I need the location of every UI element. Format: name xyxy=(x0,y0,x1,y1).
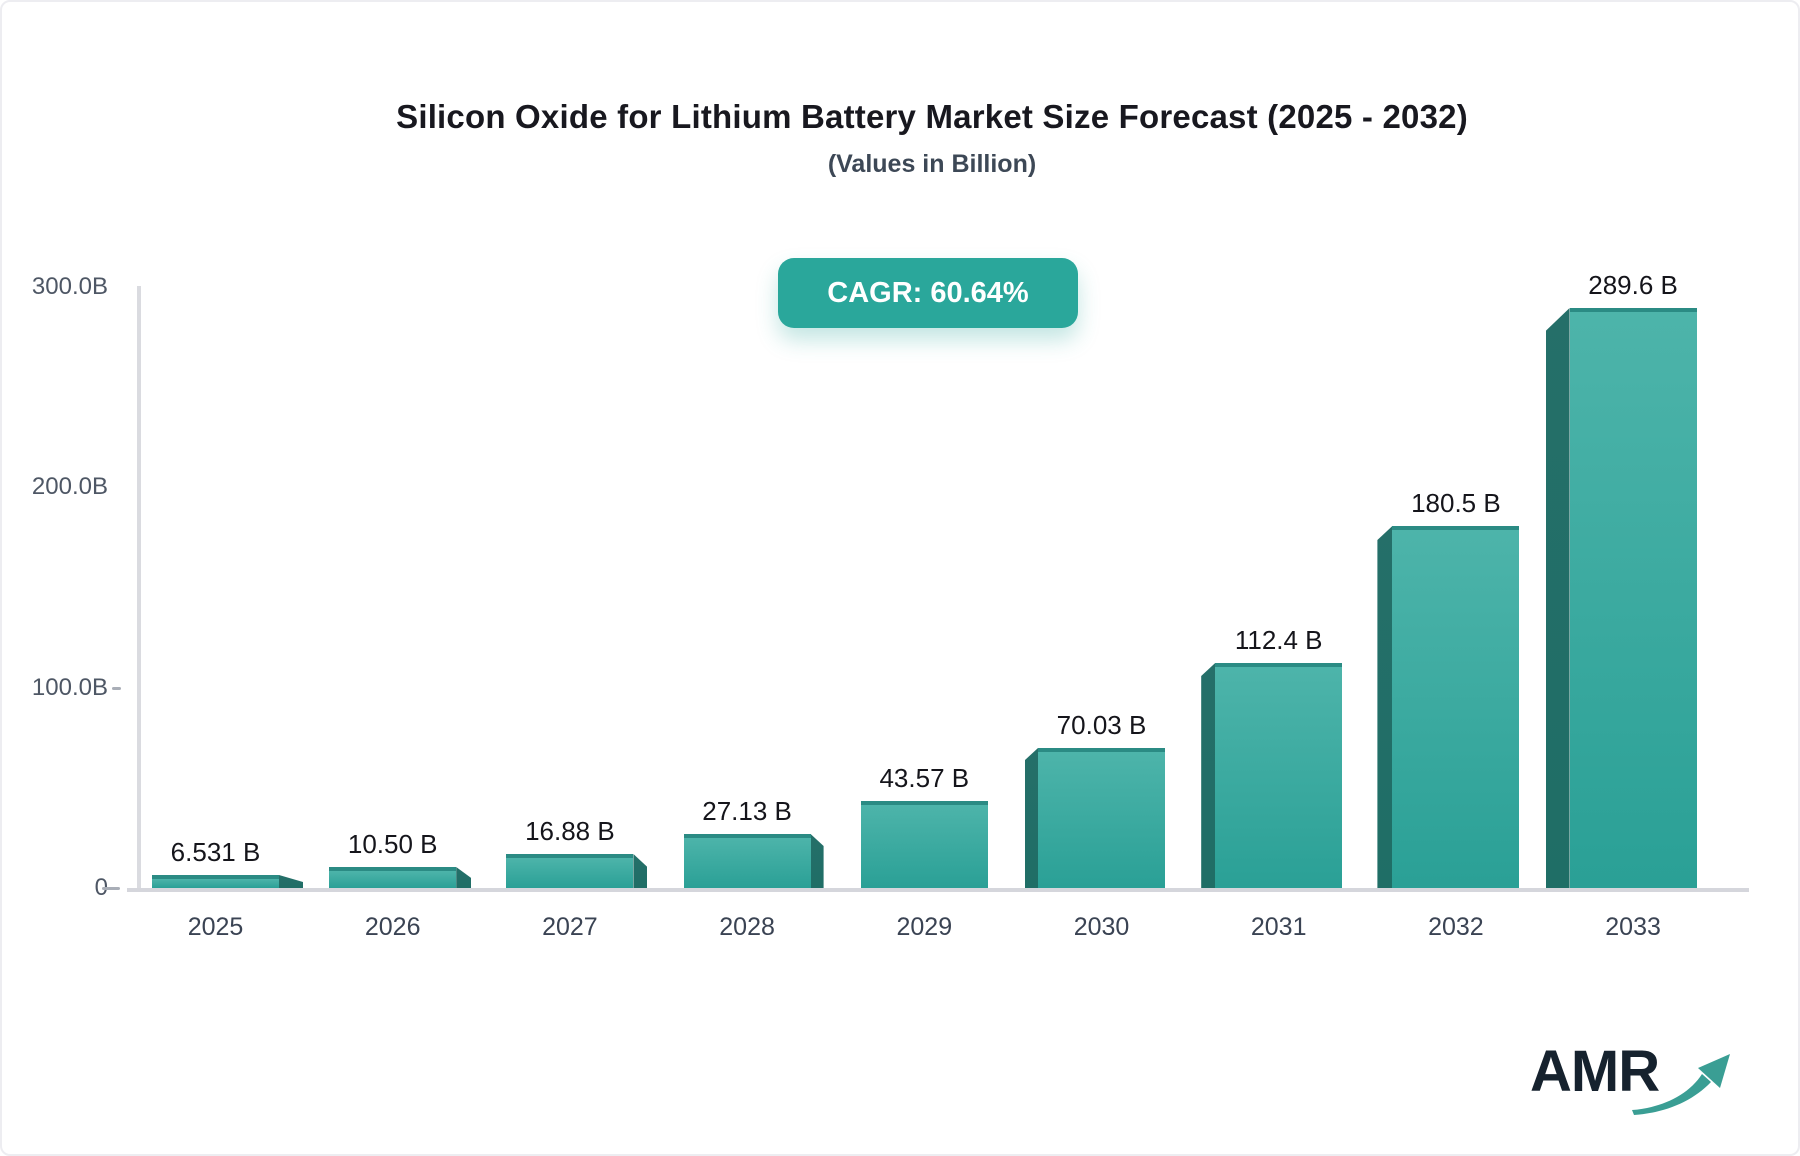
x-tick-label: 2031 xyxy=(1250,913,1307,941)
bar-side-2031 xyxy=(1201,663,1216,888)
bar-value-label: 289.6 B xyxy=(1588,270,1678,300)
amr-logo: AMR xyxy=(1530,1036,1740,1116)
bar-2025 xyxy=(152,875,279,888)
x-tick-label: 2033 xyxy=(1605,913,1661,941)
bar-side-2025 xyxy=(279,875,303,888)
x-axis-baseline xyxy=(127,888,1749,892)
x-tick-label: 2027 xyxy=(542,913,598,941)
x-tick-label: 2029 xyxy=(896,913,953,941)
bar-value-label: 70.03 B xyxy=(1056,710,1147,740)
chart-title: Silicon Oxide for Lithium Battery Market… xyxy=(396,98,1468,135)
bar-side-2028 xyxy=(810,834,824,888)
bar-2030 xyxy=(1038,748,1165,888)
y-axis-line xyxy=(137,286,141,890)
bar-2031 xyxy=(1215,663,1343,888)
y-tick-label: 300.0B xyxy=(31,273,108,300)
amr-logo-arrow-icon xyxy=(1632,1054,1730,1115)
bar-value-label: 10.50 B xyxy=(347,829,438,859)
bar-2033 xyxy=(1569,308,1697,888)
bar-value-label: 6.531 B xyxy=(170,837,261,867)
x-tick-label: 2026 xyxy=(364,913,421,941)
amr-logo-text: AMR xyxy=(1530,1039,1660,1104)
y-tick-mark xyxy=(112,686,121,690)
x-tick-label: 2032 xyxy=(1428,913,1484,941)
y-tick-label: 0 xyxy=(8,873,108,903)
cagr-badge-label: CAGR: 60.64% xyxy=(827,276,1029,309)
cagr-badge: CAGR: 60.64% xyxy=(778,258,1078,328)
bar-side-2026 xyxy=(456,867,472,888)
bar-2028 xyxy=(683,834,811,888)
chart-subtitle: (Values in Billion) xyxy=(827,150,1037,178)
bar-side-2027 xyxy=(633,854,648,888)
y-tick-label: 100.0B xyxy=(31,673,108,701)
bar-side-2030 xyxy=(1025,748,1038,888)
bar-side-2033 xyxy=(1545,308,1570,888)
bar-side-2032 xyxy=(1377,526,1393,888)
bar-value-label: 180.5 B xyxy=(1411,488,1501,518)
bar-2029 xyxy=(860,801,988,888)
x-tick-label: 2025 xyxy=(187,913,244,941)
bar-value-label: 43.57 B xyxy=(879,763,970,793)
bar-2032 xyxy=(1392,526,1520,888)
chart-header: Silicon Oxide for Lithium Battery Market… xyxy=(32,98,1798,179)
y-tick-mark xyxy=(102,887,120,890)
y-tick-label: 200.0B xyxy=(31,473,108,501)
bar-2026 xyxy=(329,867,457,888)
x-tick-label: 2030 xyxy=(1073,913,1130,941)
bar-value-label: 16.88 B xyxy=(525,816,615,846)
x-tick-label: 2028 xyxy=(719,913,775,941)
bar-2027 xyxy=(506,854,634,888)
bar-value-label: 112.4 B xyxy=(1234,625,1323,655)
bar-value-label: 27.13 B xyxy=(702,796,792,826)
